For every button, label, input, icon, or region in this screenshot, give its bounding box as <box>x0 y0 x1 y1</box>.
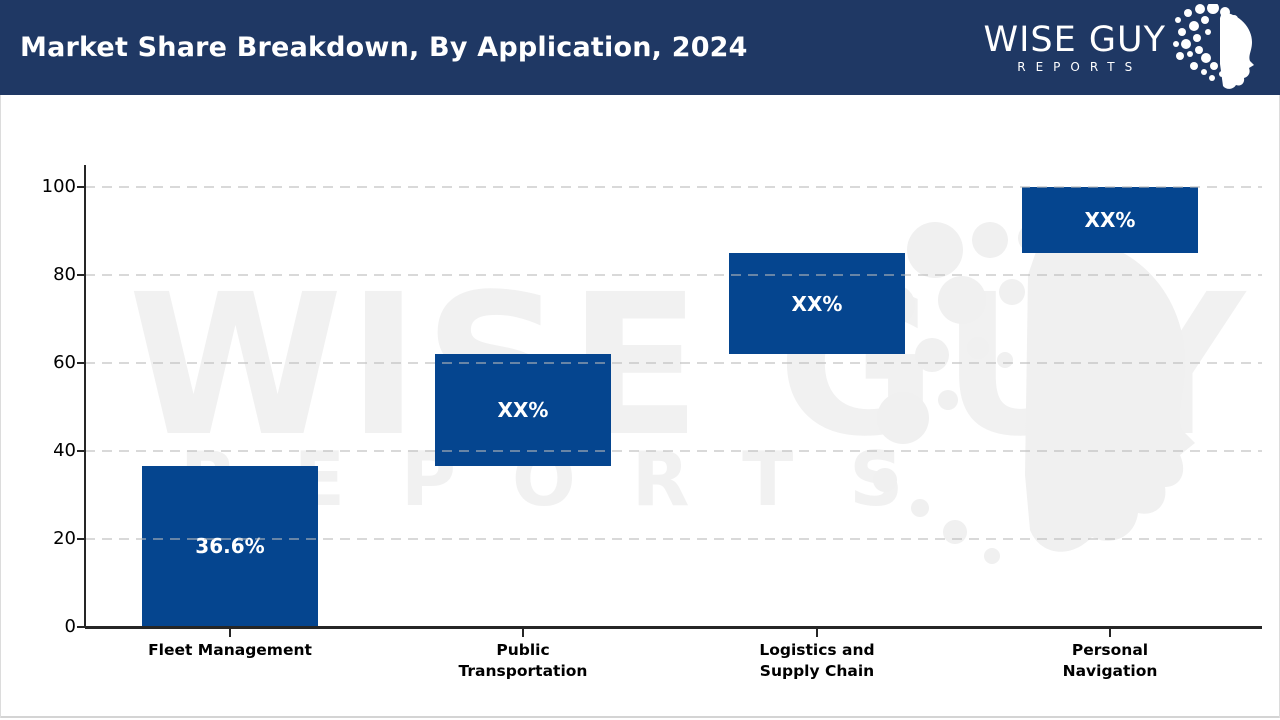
y-tick-mark-20 <box>77 538 85 540</box>
gridline-40 <box>85 450 1262 452</box>
y-tick-label-100: 100 <box>41 176 76 197</box>
x-category-label-3: Logistics and Supply Chain <box>759 641 875 680</box>
watermark-head-dots <box>873 222 1195 564</box>
page-border-bottom <box>0 716 1280 718</box>
brand-head-dots-icon <box>1173 3 1254 89</box>
x-tick-mark-4 <box>1109 629 1111 637</box>
header-band: Market Share Breakdown, By Application, … <box>0 0 1280 95</box>
brand-logo-text: WISE GUY REPORTS <box>983 22 1166 74</box>
x-axis-line <box>85 626 1262 629</box>
y-tick-label-80: 80 <box>53 264 76 285</box>
x-category-label-4: Personal Navigation <box>1062 641 1158 680</box>
bar-value-label-2: XX% <box>497 398 549 423</box>
y-tick-mark-60 <box>77 362 85 364</box>
y-tick-mark-0 <box>77 626 85 628</box>
x-tick-mark-3 <box>816 629 818 637</box>
bar-1: 36.6% <box>142 465 318 627</box>
bar-3: XX% <box>729 253 905 355</box>
gridline-20 <box>85 538 1262 540</box>
y-tick-mark-40 <box>77 450 85 452</box>
gridline-80 <box>85 274 1262 276</box>
gridline-100 <box>85 186 1262 188</box>
x-tick-mark-2 <box>522 629 524 637</box>
bar-value-label-3: XX% <box>791 291 843 316</box>
y-tick-label-40: 40 <box>53 440 76 461</box>
watermark-line1: WISE GUY <box>128 252 1249 479</box>
brand-name: WISE GUY <box>983 19 1166 60</box>
y-tick-label-20: 20 <box>53 528 76 549</box>
brand-subtitle: REPORTS <box>1017 59 1143 74</box>
bar-value-label-4: XX% <box>1084 208 1136 232</box>
y-tick-label-0: 0 <box>64 616 76 637</box>
bar-4: XX% <box>1022 187 1198 253</box>
y-tick-mark-80 <box>77 274 85 276</box>
bar-2: XX% <box>435 354 611 466</box>
x-category-label-2: Public Transportation <box>458 641 588 680</box>
page-title: Market Share Breakdown, By Application, … <box>20 32 748 63</box>
x-category-label-1: Fleet Management <box>148 641 312 659</box>
page-border-left <box>0 95 1 718</box>
y-tick-label-60: 60 <box>53 352 76 373</box>
brand-logo: WISE GUY REPORTS <box>983 3 1280 92</box>
y-tick-mark-100 <box>77 186 85 188</box>
y-axis-line <box>84 165 86 628</box>
gridline-60 <box>85 362 1262 364</box>
x-tick-mark-1 <box>229 629 231 637</box>
